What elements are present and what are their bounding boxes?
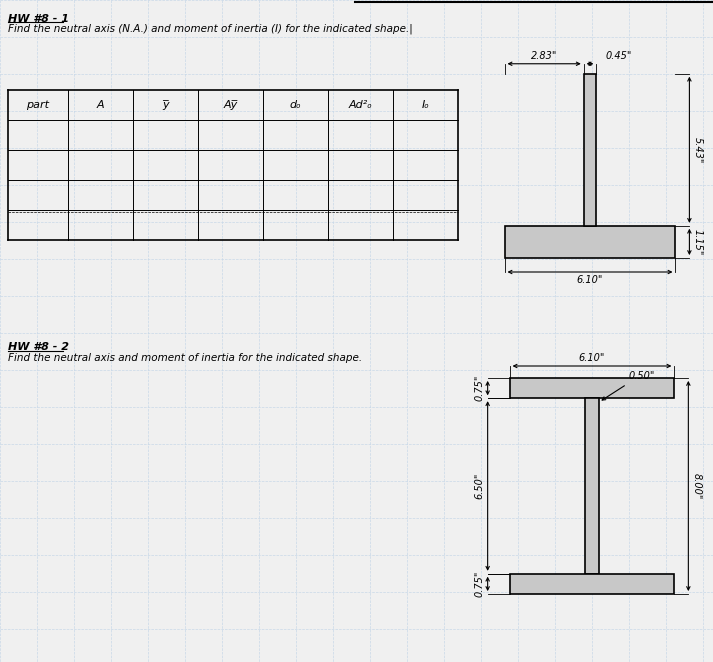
Text: Ad²ₒ: Ad²ₒ [349, 100, 372, 110]
Text: 0.75": 0.75" [475, 571, 485, 597]
Bar [585, 399, 599, 574]
Text: dₒ: dₒ [289, 100, 302, 110]
Bar [510, 574, 674, 594]
Text: Find the neutral axis and moment of inertia for the indicated shape.: Find the neutral axis and moment of iner… [8, 353, 362, 363]
Text: 5.43": 5.43" [692, 136, 702, 163]
Text: Ay̅: Ay̅ [223, 100, 237, 110]
Text: 6.10": 6.10" [579, 353, 605, 363]
Text: 0.75": 0.75" [475, 375, 485, 401]
Text: 2.83": 2.83" [531, 51, 558, 61]
Text: 6.50": 6.50" [475, 473, 485, 499]
Text: A: A [97, 100, 104, 110]
Text: HW #8 - 1: HW #8 - 1 [8, 14, 69, 24]
Text: HW #8 - 2: HW #8 - 2 [8, 342, 69, 352]
Text: Iₒ: Iₒ [421, 100, 429, 110]
Text: 0.50": 0.50" [629, 371, 655, 381]
Text: 6.10": 6.10" [577, 275, 603, 285]
Text: y̅: y̅ [162, 100, 169, 110]
Text: 0.45": 0.45" [606, 51, 632, 61]
Text: part: part [26, 100, 49, 110]
Text: Find the neutral axis (N.A.) and moment of inertia (I) for the indicated shape.|: Find the neutral axis (N.A.) and moment … [8, 24, 413, 34]
Text: 1.15": 1.15" [692, 228, 702, 255]
Text: 8.00": 8.00" [692, 473, 702, 499]
Bar [584, 73, 596, 226]
Bar [510, 378, 674, 399]
Bar [505, 226, 675, 258]
